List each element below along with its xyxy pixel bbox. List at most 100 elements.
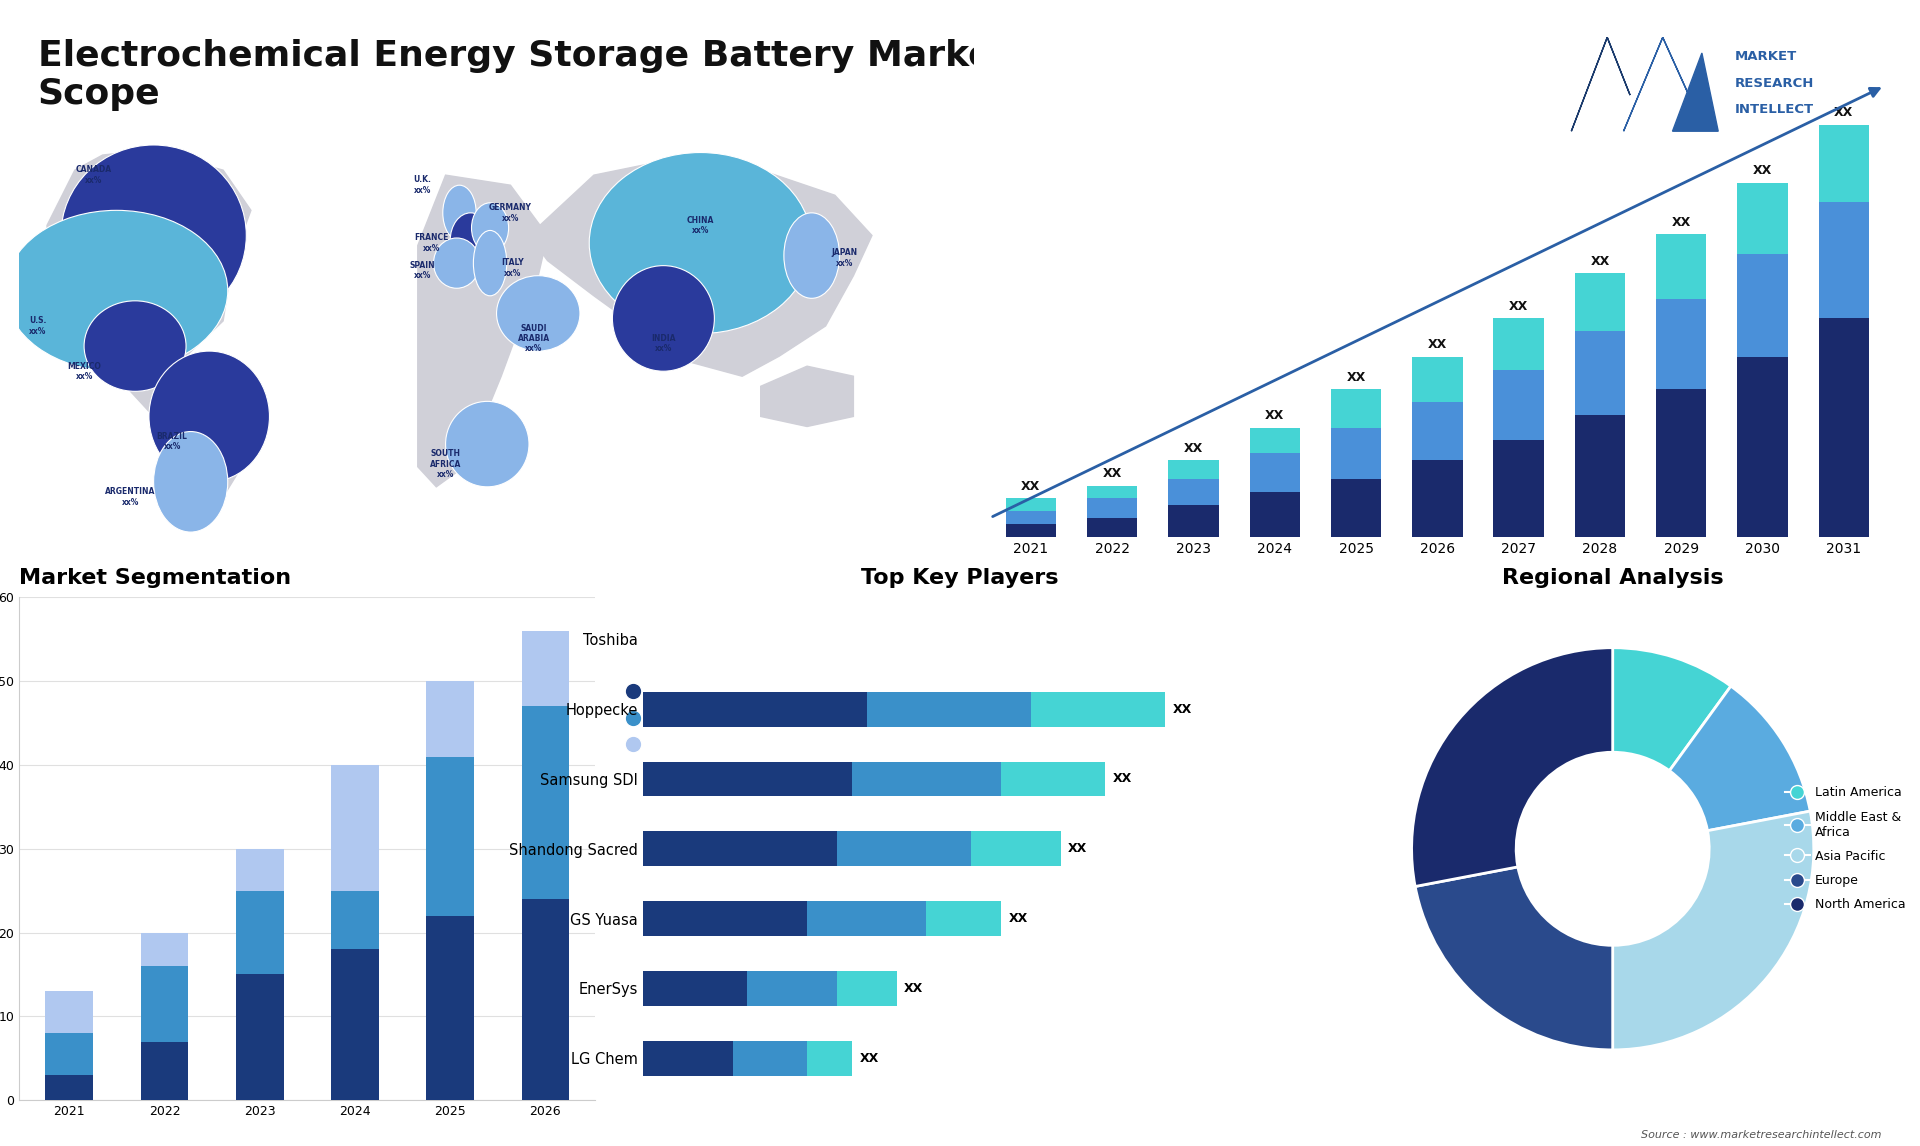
Bar bbox=[46, 991, 92, 1034]
Bar bbox=[643, 971, 747, 1006]
Bar bbox=[1494, 369, 1544, 440]
Bar bbox=[236, 890, 284, 974]
Bar bbox=[643, 692, 866, 727]
Bar bbox=[1000, 762, 1106, 796]
Bar bbox=[837, 971, 897, 1006]
Wedge shape bbox=[1613, 811, 1814, 1050]
Bar bbox=[927, 901, 1000, 936]
Bar bbox=[1087, 518, 1137, 537]
Text: Market Segmentation: Market Segmentation bbox=[19, 567, 292, 588]
Wedge shape bbox=[1613, 647, 1732, 771]
Text: XX: XX bbox=[1102, 468, 1121, 480]
Bar bbox=[140, 933, 188, 966]
Bar bbox=[1494, 440, 1544, 537]
Polygon shape bbox=[46, 150, 252, 411]
Bar bbox=[806, 1041, 852, 1076]
Bar bbox=[1574, 331, 1624, 415]
Bar bbox=[1411, 460, 1463, 537]
Text: FRANCE
xx%: FRANCE xx% bbox=[415, 234, 449, 253]
Text: SPAIN
xx%: SPAIN xx% bbox=[409, 261, 436, 281]
Text: JAPAN
xx%: JAPAN xx% bbox=[831, 249, 856, 268]
Bar bbox=[1657, 299, 1707, 388]
Bar bbox=[1494, 317, 1544, 369]
Bar bbox=[1006, 499, 1056, 511]
Bar bbox=[643, 901, 806, 936]
Polygon shape bbox=[1571, 38, 1630, 131]
Text: CHINA
xx%: CHINA xx% bbox=[687, 215, 714, 235]
Ellipse shape bbox=[589, 152, 812, 333]
Bar bbox=[1087, 499, 1137, 518]
Bar bbox=[46, 1075, 92, 1100]
Ellipse shape bbox=[84, 300, 186, 391]
Bar bbox=[806, 901, 927, 936]
Bar bbox=[1818, 317, 1868, 537]
Title: Regional Analysis: Regional Analysis bbox=[1501, 567, 1724, 588]
Bar bbox=[140, 1042, 188, 1100]
Title: Top Key Players: Top Key Players bbox=[862, 567, 1058, 588]
Ellipse shape bbox=[154, 432, 228, 532]
Bar bbox=[1250, 454, 1300, 492]
Ellipse shape bbox=[783, 213, 839, 298]
Bar bbox=[1331, 388, 1380, 427]
Text: XX: XX bbox=[1672, 217, 1692, 229]
Ellipse shape bbox=[150, 351, 269, 481]
Bar bbox=[747, 971, 837, 1006]
Polygon shape bbox=[530, 160, 872, 376]
Bar bbox=[46, 1034, 92, 1075]
Bar bbox=[1657, 388, 1707, 537]
Text: XX: XX bbox=[1114, 772, 1133, 785]
Text: RESEARCH: RESEARCH bbox=[1734, 77, 1814, 89]
Bar bbox=[330, 890, 378, 949]
Bar bbox=[1087, 486, 1137, 499]
Ellipse shape bbox=[444, 186, 476, 241]
Text: ARGENTINA
xx%: ARGENTINA xx% bbox=[106, 487, 156, 507]
Ellipse shape bbox=[497, 276, 580, 351]
Text: U.S.
xx%: U.S. xx% bbox=[29, 316, 46, 336]
Text: SAUDI
ARABIA
xx%: SAUDI ARABIA xx% bbox=[518, 323, 549, 353]
Bar bbox=[837, 831, 972, 866]
Bar bbox=[1167, 460, 1219, 479]
Bar bbox=[643, 1041, 733, 1076]
Text: XX: XX bbox=[1021, 480, 1041, 493]
Text: XX: XX bbox=[1509, 300, 1528, 313]
Text: XX: XX bbox=[904, 982, 924, 995]
Bar bbox=[852, 762, 1000, 796]
Text: XX: XX bbox=[1590, 254, 1609, 268]
Ellipse shape bbox=[612, 266, 714, 371]
Ellipse shape bbox=[61, 146, 246, 325]
Bar bbox=[1411, 356, 1463, 402]
Text: XX: XX bbox=[1346, 370, 1365, 384]
Ellipse shape bbox=[6, 211, 228, 371]
Polygon shape bbox=[1672, 53, 1718, 131]
Bar bbox=[1738, 182, 1788, 253]
Bar bbox=[522, 706, 568, 900]
Bar bbox=[140, 966, 188, 1042]
Legend: Latin America, Middle East &
Africa, Asia Pacific, Europe, North America: Latin America, Middle East & Africa, Asi… bbox=[1780, 782, 1910, 917]
Text: MARKET: MARKET bbox=[1734, 50, 1797, 63]
Text: XX: XX bbox=[1008, 912, 1027, 925]
Ellipse shape bbox=[434, 238, 480, 289]
Text: XX: XX bbox=[1834, 107, 1853, 119]
Bar bbox=[1167, 479, 1219, 505]
Ellipse shape bbox=[449, 213, 492, 268]
Text: CANADA
xx%: CANADA xx% bbox=[75, 165, 111, 185]
Text: BRAZIL
xx%: BRAZIL xx% bbox=[157, 432, 188, 452]
Bar bbox=[1031, 692, 1165, 727]
Text: XX: XX bbox=[1265, 409, 1284, 423]
Bar bbox=[1411, 402, 1463, 460]
Bar bbox=[522, 900, 568, 1100]
Wedge shape bbox=[1415, 866, 1613, 1050]
Text: XX: XX bbox=[1753, 165, 1772, 178]
Bar bbox=[330, 766, 378, 890]
Polygon shape bbox=[1624, 38, 1690, 131]
Ellipse shape bbox=[445, 401, 530, 487]
Bar bbox=[1167, 505, 1219, 537]
Text: SOUTH
AFRICA
xx%: SOUTH AFRICA xx% bbox=[430, 449, 461, 479]
Polygon shape bbox=[760, 367, 852, 426]
Bar bbox=[1331, 427, 1380, 479]
Bar bbox=[1006, 511, 1056, 524]
Bar bbox=[1574, 415, 1624, 537]
Wedge shape bbox=[1411, 647, 1613, 887]
Bar bbox=[426, 756, 474, 916]
Bar bbox=[1574, 273, 1624, 331]
